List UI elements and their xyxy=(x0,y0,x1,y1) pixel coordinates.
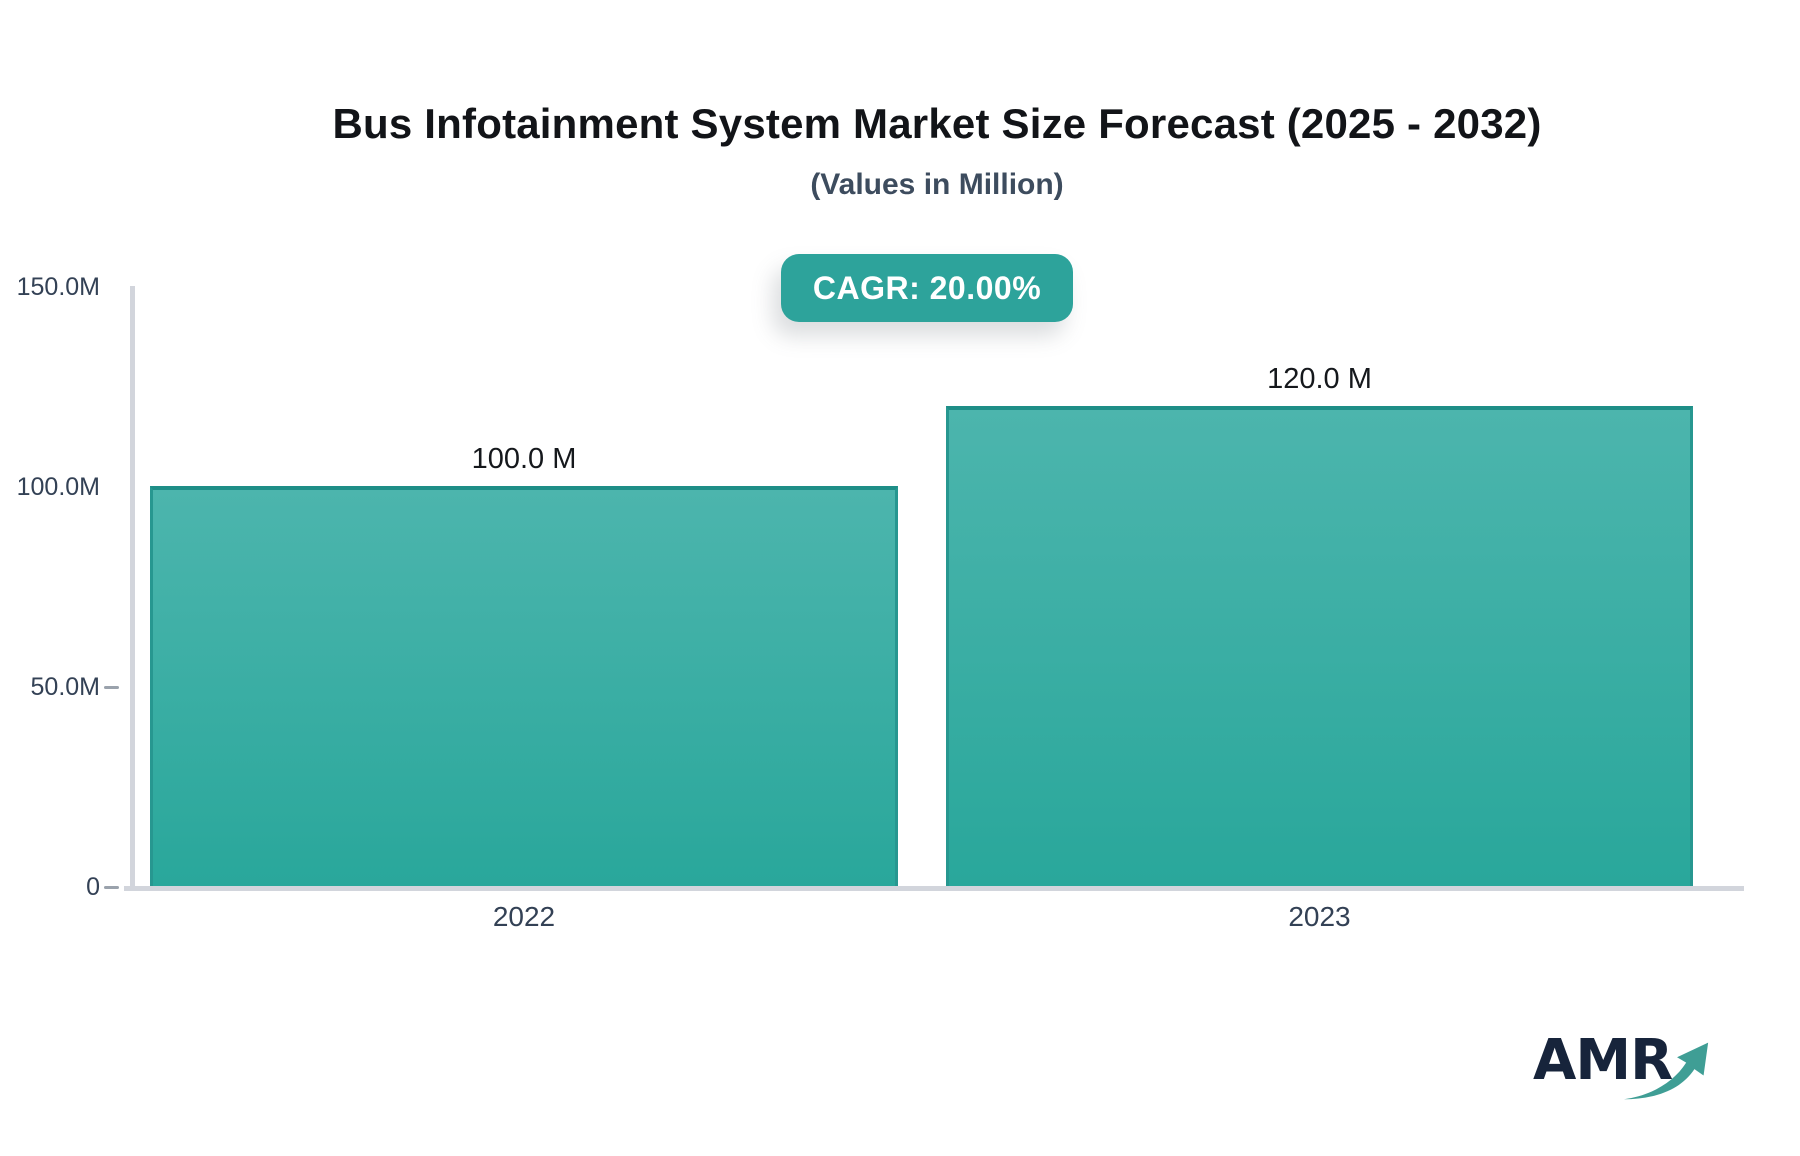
amr-logo-text: AMR xyxy=(1533,1028,1673,1093)
bar-value-label: 120.0 M xyxy=(1267,363,1372,395)
x-axis-line xyxy=(124,886,1744,891)
y-tick-label-150: 150.0M xyxy=(16,273,100,301)
chart-subtitle: (Values in Million) xyxy=(810,168,1064,201)
y-axis-tick-50 xyxy=(104,686,119,689)
bar: 100.0 M xyxy=(150,442,898,886)
bar-rect xyxy=(946,406,1693,886)
trend-arrow-icon xyxy=(1624,1042,1709,1100)
x-tick-label-2023: 2023 xyxy=(1288,901,1351,932)
amr-logo: AMR xyxy=(1533,1028,1723,1104)
chart-title: Bus Infotainment System Market Size Fore… xyxy=(332,100,1542,147)
bar-rect xyxy=(150,486,898,886)
y-axis-tick-0 xyxy=(104,886,119,889)
chart-header: Bus Infotainment System Market Size Fore… xyxy=(130,96,1744,206)
y-tick-label-50: 50.0M xyxy=(30,673,100,701)
x-tick-label-2022: 2022 xyxy=(492,901,556,932)
y-tick-label-100: 100.0M xyxy=(16,473,100,501)
cagr-badge: CAGR: 20.00% xyxy=(781,254,1073,322)
cagr-badge-label: CAGR: 20.00% xyxy=(812,269,1042,306)
bar-value-label: 100.0 M xyxy=(471,443,577,475)
y-tick-label-0: 0 xyxy=(86,873,100,901)
y-axis-line xyxy=(130,286,135,886)
bar: 120.0 M xyxy=(946,362,1693,886)
